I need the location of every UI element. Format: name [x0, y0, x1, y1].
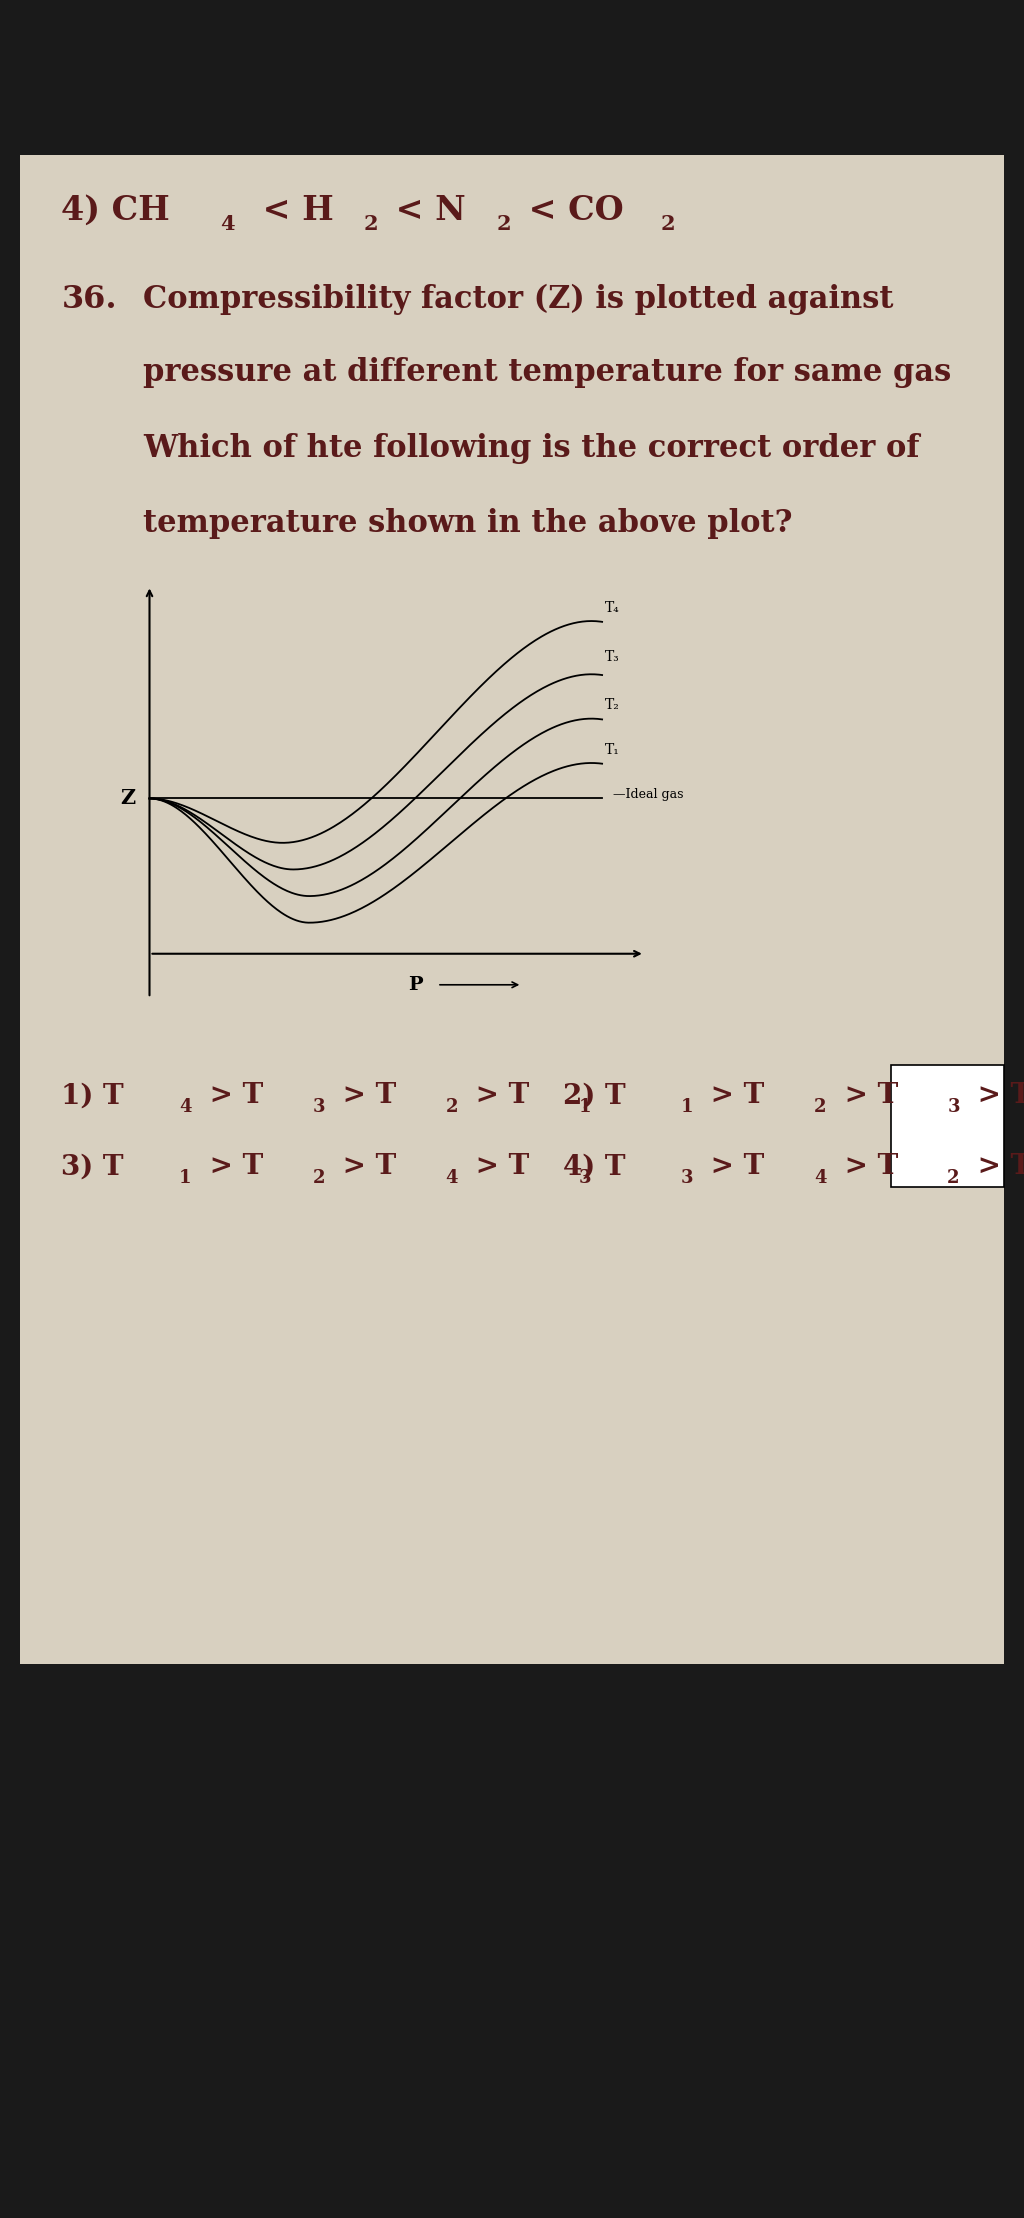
Text: > T: > T — [333, 1153, 396, 1180]
Text: Which of hte following is the correct order of: Which of hte following is the correct or… — [143, 433, 920, 464]
Text: > T: > T — [466, 1153, 529, 1180]
Text: 4) T: 4) T — [563, 1153, 626, 1180]
Text: > T: > T — [968, 1082, 1024, 1109]
Text: 2: 2 — [660, 213, 675, 235]
Text: > T: > T — [200, 1153, 263, 1180]
Text: 2: 2 — [445, 1098, 458, 1116]
Text: 1: 1 — [579, 1098, 591, 1116]
Text: > T: > T — [466, 1082, 529, 1109]
Text: < H: < H — [251, 195, 334, 226]
Text: 1: 1 — [179, 1169, 191, 1187]
Text: T₂: T₂ — [605, 699, 620, 712]
Text: Compressibility factor (Z) is plotted against: Compressibility factor (Z) is plotted ag… — [143, 284, 894, 315]
Text: 3: 3 — [681, 1169, 693, 1187]
Text: T₃: T₃ — [605, 650, 620, 663]
FancyBboxPatch shape — [891, 1065, 1004, 1187]
Text: 2: 2 — [497, 213, 511, 235]
Text: > T: > T — [835, 1153, 898, 1180]
Text: 2: 2 — [947, 1169, 959, 1187]
Text: 3: 3 — [947, 1098, 959, 1116]
Text: > T: > T — [835, 1082, 898, 1109]
Text: > T: > T — [968, 1153, 1024, 1180]
Text: 4: 4 — [814, 1169, 826, 1187]
Text: 1: 1 — [681, 1098, 693, 1116]
Text: 2) T: 2) T — [563, 1082, 626, 1109]
Text: 4: 4 — [179, 1098, 191, 1116]
Text: < N: < N — [384, 195, 466, 226]
Text: 2: 2 — [814, 1098, 826, 1116]
Text: T₄: T₄ — [605, 601, 620, 614]
Text: —Ideal gas: —Ideal gas — [612, 787, 683, 801]
Text: 2: 2 — [312, 1169, 325, 1187]
Text: > T: > T — [200, 1082, 263, 1109]
Text: T₁: T₁ — [605, 743, 620, 756]
Text: 3: 3 — [312, 1098, 325, 1116]
Text: 1) T: 1) T — [61, 1082, 124, 1109]
Text: 3: 3 — [579, 1169, 591, 1187]
Text: 4: 4 — [220, 213, 234, 235]
Text: > T: > T — [701, 1153, 765, 1180]
Text: 4) CH: 4) CH — [61, 195, 170, 226]
FancyBboxPatch shape — [20, 155, 1004, 1663]
Text: Z: Z — [121, 787, 136, 810]
Text: 4: 4 — [445, 1169, 458, 1187]
Text: > T: > T — [333, 1082, 396, 1109]
Text: > T: > T — [701, 1082, 765, 1109]
Text: < CO: < CO — [517, 195, 624, 226]
Text: P: P — [409, 976, 423, 994]
Text: pressure at different temperature for same gas: pressure at different temperature for sa… — [143, 357, 951, 388]
Text: temperature shown in the above plot?: temperature shown in the above plot? — [143, 508, 793, 539]
Text: 3) T: 3) T — [61, 1153, 124, 1180]
Text: 2: 2 — [364, 213, 378, 235]
Text: 36.: 36. — [61, 284, 117, 315]
